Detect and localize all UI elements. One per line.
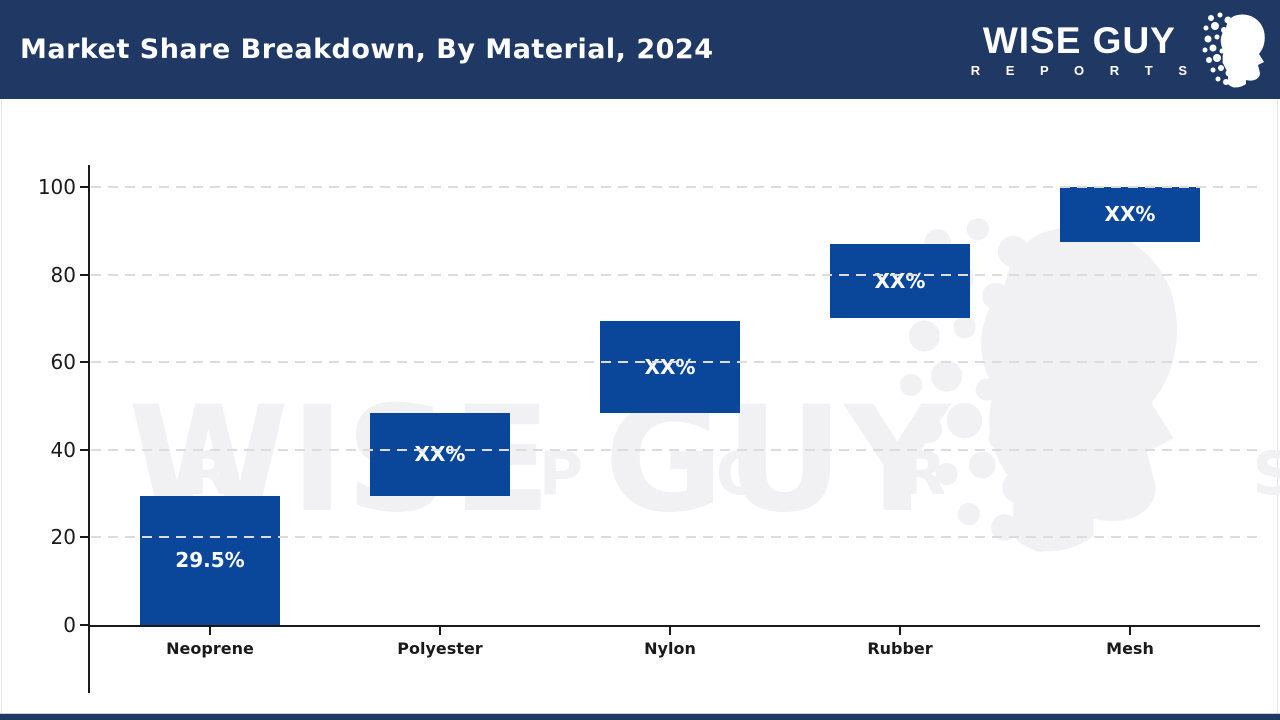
- brand-logo-text: WISE GUY R E P O R T S: [961, 22, 1198, 77]
- x-tick-mark-nylon: [669, 627, 671, 635]
- bar-value-label-rubber: XX%: [874, 269, 926, 294]
- y-axis-line: [88, 165, 90, 693]
- x-tick-label-polyester: Polyester: [397, 639, 483, 658]
- gridline-80: [91, 273, 1258, 276]
- brand-name: WISE GUY: [982, 20, 1176, 61]
- y-tick-mark-100: [80, 186, 88, 188]
- left-edge-line: [1, 99, 2, 713]
- y-tick-mark-0: [80, 624, 88, 626]
- x-tick-label-rubber: Rubber: [867, 639, 933, 658]
- brand-subtitle: R E P O R T S: [970, 63, 1198, 78]
- y-tick-label-60: 60: [50, 350, 76, 375]
- x-tick-mark-mesh: [1129, 627, 1131, 635]
- bar-value-label-nylon: XX%: [644, 354, 696, 379]
- y-tick-label-0: 0: [63, 613, 76, 637]
- y-tick-label-20: 20: [50, 525, 76, 550]
- bar-polyester: XX%: [370, 412, 510, 496]
- y-tick-mark-20: [80, 536, 88, 539]
- header-bar: Market Share Breakdown, By Material, 202…: [0, 0, 1280, 99]
- bar-value-label-neoprene: 29.5%: [175, 548, 245, 573]
- bar-rubber: XX%: [830, 243, 970, 319]
- y-tick-label-40: 40: [50, 437, 76, 462]
- x-tick-label-neoprene: Neoprene: [166, 639, 254, 658]
- gridline-40: [91, 448, 1258, 451]
- bar-mesh: XX%: [1060, 187, 1200, 242]
- y-tick-label-80: 80: [50, 262, 76, 287]
- x-tick-label-nylon: Nylon: [644, 639, 696, 658]
- right-edge-line: [1277, 99, 1278, 713]
- y-tick-label-100: 100: [37, 175, 76, 199]
- gridline-100: [91, 186, 1258, 188]
- x-axis-line: [88, 625, 1260, 627]
- bar-nylon: XX%: [600, 320, 740, 413]
- chart-title: Market Share Breakdown, By Material, 202…: [20, 34, 714, 65]
- bar-neoprene: 29.5%: [140, 495, 280, 625]
- bar-value-label-mesh: XX%: [1104, 202, 1156, 227]
- watermark-head-icon: [899, 218, 1178, 552]
- x-tick-mark-rubber: [899, 627, 901, 635]
- plot-area: WISE GUY R E P O R T S 29.5% XX% XX% XX% XX%…: [0, 99, 1280, 714]
- y-tick-mark-80: [80, 273, 88, 276]
- head-dots-icon: [1202, 12, 1265, 87]
- bar-value-label-polyester: XX%: [414, 442, 466, 467]
- gridline-20: [91, 536, 1258, 539]
- footer-bar: [0, 713, 1280, 720]
- y-tick-mark-40: [80, 448, 88, 451]
- x-tick-label-mesh: Mesh: [1106, 639, 1154, 658]
- x-tick-mark-polyester: [439, 627, 441, 635]
- x-tick-mark-neoprene: [209, 627, 211, 635]
- gridline-60: [91, 361, 1258, 364]
- y-tick-mark-60: [80, 361, 88, 364]
- brand-logo: WISE GUY R E P O R T S: [961, 10, 1272, 90]
